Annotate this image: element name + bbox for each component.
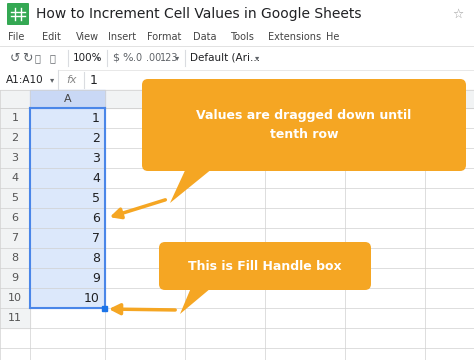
Polygon shape	[180, 283, 217, 314]
Text: fx: fx	[66, 75, 76, 85]
Text: ↺: ↺	[10, 51, 20, 64]
Text: 4: 4	[11, 173, 18, 183]
Text: Insert: Insert	[108, 32, 136, 42]
Text: 7: 7	[11, 233, 18, 243]
Text: 2: 2	[92, 131, 100, 144]
Text: 5: 5	[11, 193, 18, 203]
Text: 9: 9	[11, 273, 18, 283]
Bar	[30, 288, 105, 308]
Bar	[0, 70, 474, 90]
Bar	[30, 148, 105, 168]
Bar	[0, 90, 474, 108]
Text: 8: 8	[92, 252, 100, 265]
Text: .0: .0	[133, 53, 142, 63]
Bar	[30, 90, 105, 108]
Text: ☆: ☆	[452, 8, 464, 21]
Bar	[0, 288, 30, 308]
Text: A1:A10: A1:A10	[6, 75, 44, 85]
Text: C: C	[221, 94, 229, 104]
FancyBboxPatch shape	[7, 3, 29, 25]
Text: D: D	[301, 94, 309, 104]
Text: Extensions: Extensions	[268, 32, 321, 42]
Text: 2: 2	[11, 133, 18, 143]
Text: 6: 6	[92, 211, 100, 225]
Bar	[0, 0, 474, 46]
Text: 3: 3	[92, 152, 100, 165]
Bar	[30, 128, 105, 148]
Text: Values are dragged down until
tenth row: Values are dragged down until tenth row	[196, 109, 411, 140]
Bar	[30, 208, 105, 228]
Bar	[0, 188, 30, 208]
Text: How to Increment Cell Values in Google Sheets: How to Increment Cell Values in Google S…	[36, 7, 362, 21]
Text: Data: Data	[193, 32, 217, 42]
Bar	[0, 248, 30, 268]
Text: 123: 123	[160, 53, 179, 63]
Bar	[0, 308, 30, 328]
Bar	[30, 248, 105, 268]
Text: 100%: 100%	[73, 53, 102, 63]
Bar	[0, 268, 30, 288]
Text: 1: 1	[90, 73, 98, 86]
Text: 11: 11	[8, 313, 22, 323]
Bar	[0, 228, 30, 248]
Bar	[30, 188, 105, 208]
Text: 1: 1	[92, 112, 100, 125]
Text: 5: 5	[92, 192, 100, 204]
Bar	[30, 228, 105, 248]
Text: 4: 4	[92, 171, 100, 184]
FancyBboxPatch shape	[142, 79, 466, 171]
Bar	[30, 168, 105, 188]
Text: Edit: Edit	[42, 32, 61, 42]
Text: ⬜: ⬜	[50, 53, 56, 63]
Text: ⬜: ⬜	[35, 53, 41, 63]
Text: Tools: Tools	[230, 32, 254, 42]
Text: ↻: ↻	[22, 51, 33, 64]
Text: Default (Ari...: Default (Ari...	[190, 53, 260, 63]
Text: 10: 10	[84, 292, 100, 305]
Text: This is Fill Handle box: This is Fill Handle box	[188, 260, 342, 273]
Bar	[30, 268, 105, 288]
Bar	[0, 168, 30, 188]
Bar	[0, 208, 30, 228]
Bar	[0, 90, 474, 360]
Text: ▾: ▾	[96, 54, 100, 63]
Bar	[102, 306, 108, 310]
Text: 8: 8	[11, 253, 18, 263]
Text: ▾: ▾	[50, 76, 54, 85]
FancyBboxPatch shape	[159, 242, 371, 290]
Bar	[0, 108, 30, 128]
Text: Format: Format	[147, 32, 182, 42]
Text: 3: 3	[11, 153, 18, 163]
Text: View: View	[76, 32, 99, 42]
Text: 9: 9	[92, 271, 100, 284]
Text: $: $	[112, 53, 119, 63]
Text: .00: .00	[146, 53, 161, 63]
Bar	[0, 46, 474, 70]
Text: He: He	[326, 32, 339, 42]
Text: ▾: ▾	[255, 54, 259, 63]
Polygon shape	[170, 164, 218, 203]
Text: B: B	[141, 94, 149, 104]
Text: 1: 1	[11, 113, 18, 123]
Text: ▾: ▾	[175, 54, 179, 63]
Text: File: File	[8, 32, 24, 42]
Bar	[30, 108, 105, 128]
Text: %: %	[122, 53, 133, 63]
Bar	[0, 70, 58, 90]
Bar	[0, 128, 30, 148]
Bar	[0, 148, 30, 168]
Text: 7: 7	[92, 231, 100, 244]
Text: A: A	[64, 94, 71, 104]
Text: 10: 10	[8, 293, 22, 303]
Text: 6: 6	[11, 213, 18, 223]
